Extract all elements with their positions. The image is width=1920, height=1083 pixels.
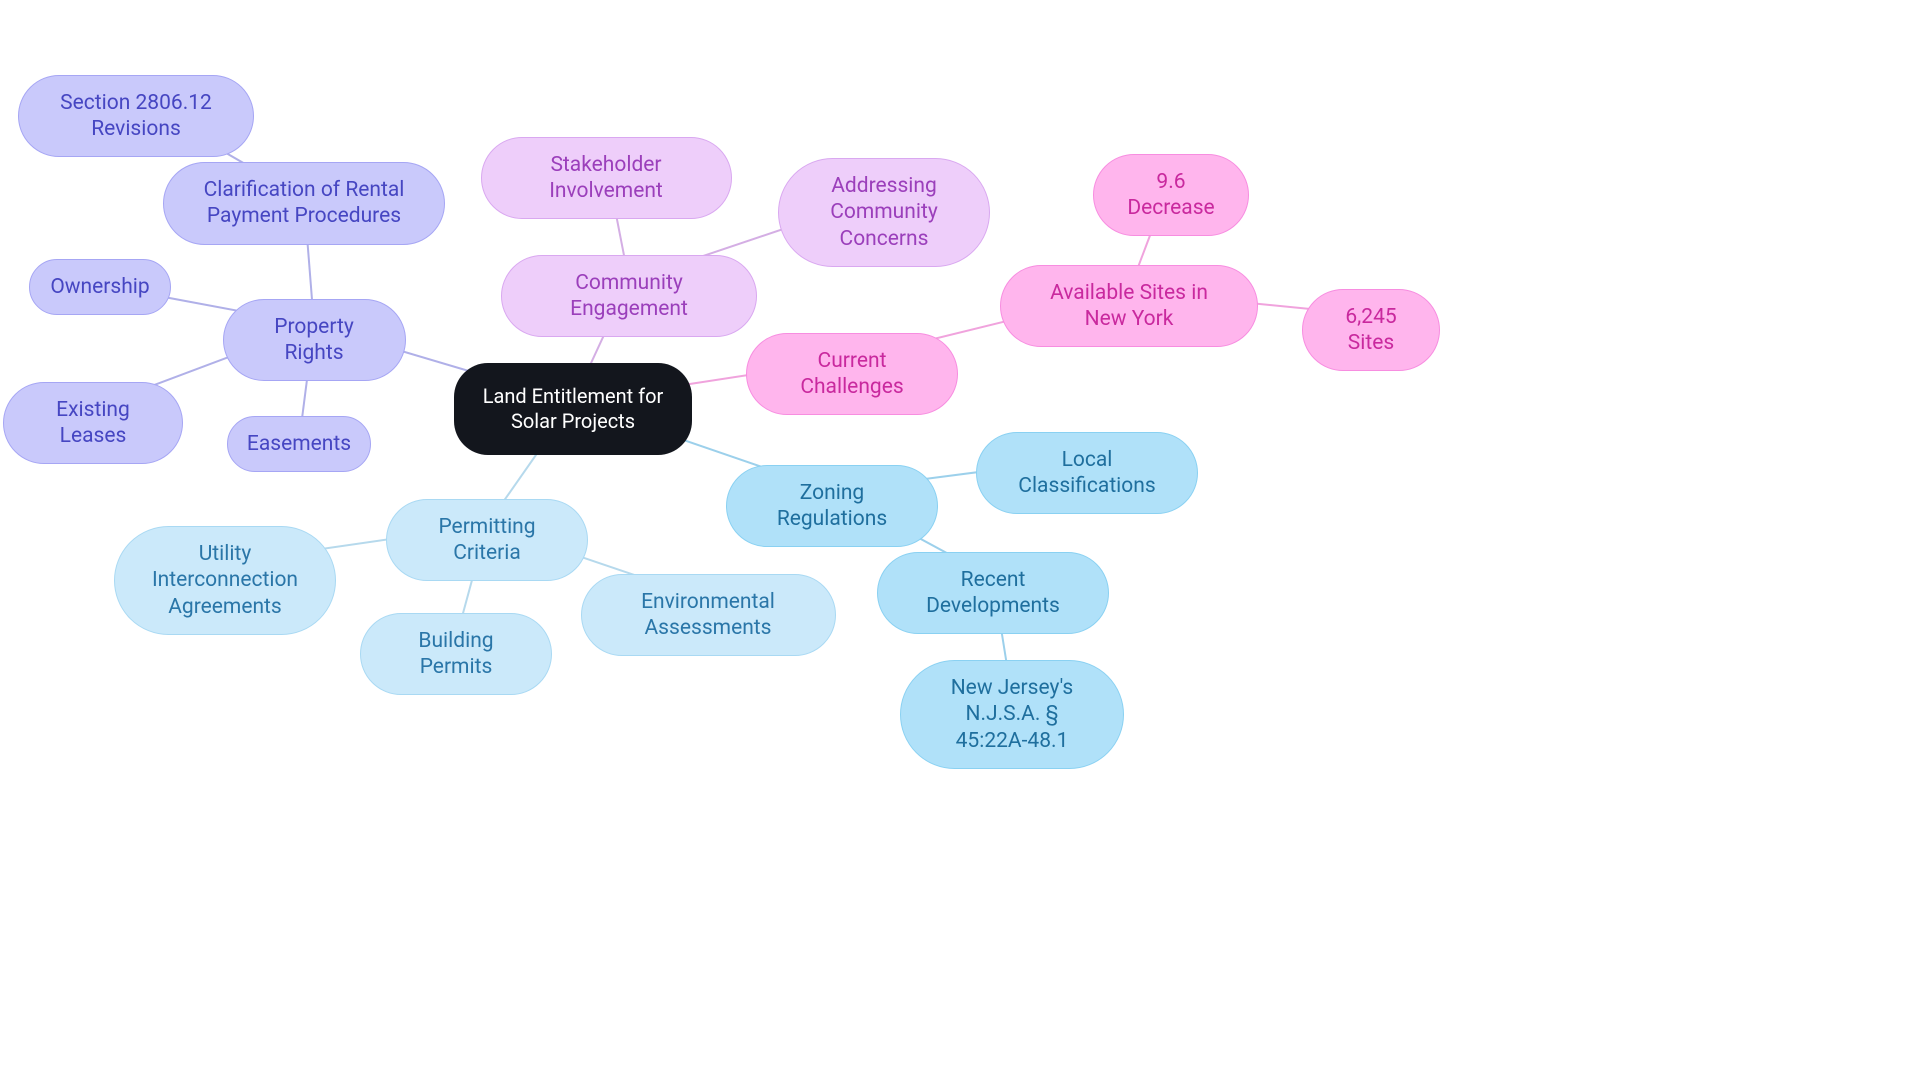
node-decrease_96: 9.6 Decrease <box>1093 154 1249 237</box>
node-recent_dev: Recent Developments <box>877 552 1109 635</box>
node-section_2806: Section 2806.12 Revisions <box>18 75 254 158</box>
node-property_rights: Property Rights <box>223 299 406 382</box>
node-stakeholder: Stakeholder Involvement <box>481 137 732 220</box>
node-addressing: Addressing Community Concerns <box>778 158 990 267</box>
node-existing_leases: Existing Leases <box>3 382 183 465</box>
node-nj_statute: New Jersey's N.J.S.A. § 45:22A-48.1 <box>900 660 1124 769</box>
node-utility: Utility Interconnection Agreements <box>114 526 336 635</box>
node-local_class: Local Classifications <box>976 432 1198 515</box>
node-building_permits: Building Permits <box>360 613 552 696</box>
node-clarification: Clarification of Rental Payment Procedur… <box>163 162 445 245</box>
node-root: Land Entitlement for Solar Projects <box>454 363 692 455</box>
node-available_sites: Available Sites in New York <box>1000 265 1258 348</box>
node-easements: Easements <box>227 416 371 472</box>
node-community_engagement: Community Engagement <box>501 255 757 338</box>
node-sites_6245: 6,245 Sites <box>1302 289 1440 372</box>
node-permitting: Permitting Criteria <box>386 499 588 582</box>
node-ownership: Ownership <box>29 259 171 315</box>
node-zoning: Zoning Regulations <box>726 465 938 548</box>
node-env_assess: Environmental Assessments <box>581 574 836 657</box>
node-current_challenges: Current Challenges <box>746 333 958 416</box>
